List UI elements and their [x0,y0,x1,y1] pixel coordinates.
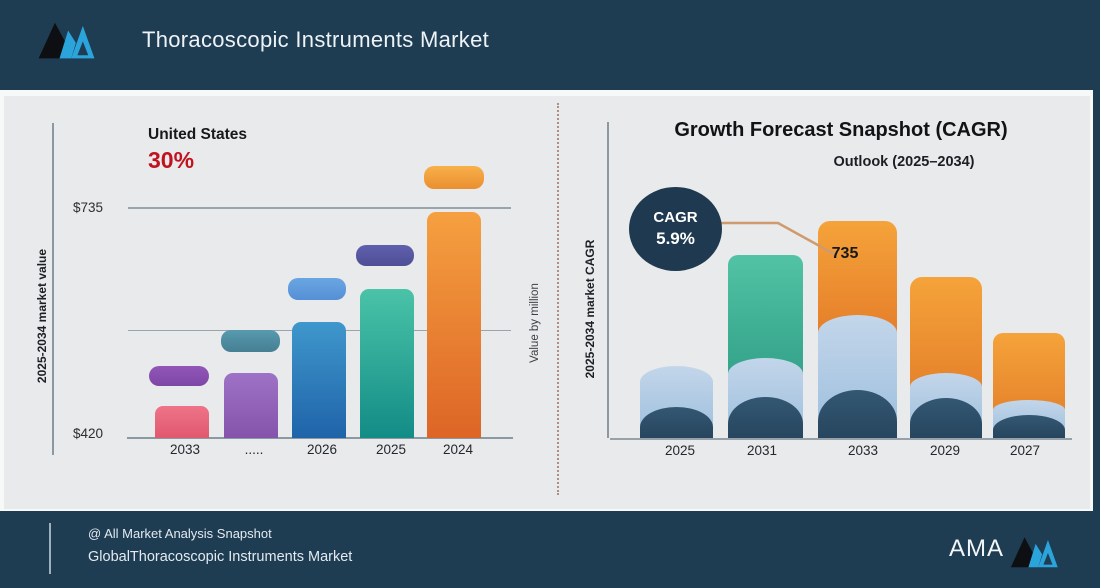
footer-line2: GlobalThoracoscopic Instruments Market [88,549,353,565]
left-bar-2033-cap [149,366,209,386]
header: Thoracoscopic Instruments Market [0,0,1100,90]
chart-panel-background [4,96,1090,509]
left-y-axis-label: 2025-2034 market value [35,248,49,384]
right-x-label-2031: 2031 [746,443,778,458]
right-x-axis-line [610,438,1072,440]
footer-ama-logo-icon [1010,537,1058,568]
left-bar-2025 [360,289,414,438]
right-edge-strip [1093,90,1100,511]
left-bar-dots [224,373,278,438]
cagr-badge-value: 5.9% [656,228,695,248]
footer-brand-text: AMA [949,535,1005,562]
right-x-label-2027: 2027 [1009,443,1041,458]
right-bar-2029-base-segment [910,398,982,438]
right-bar-2027-base-segment [993,415,1065,438]
right-bar-2031-top-segment [728,255,803,378]
right-y-axis-label: 2025-2034 market CAGR [583,239,597,379]
right-bar-2033-base-segment [818,390,897,438]
right-chart-subtitle: Outlook (2025–2034) [833,154,975,170]
left-y-axis-line [52,123,54,455]
left-x-label-2025: 2025 [375,442,407,457]
footer-divider [49,523,51,574]
cagr-connector-line [720,221,835,256]
footer-line1: @ All Market Analysis Snapshot [88,526,272,541]
left-bar-2026-cap [288,278,346,300]
peak-value-label: 735 [831,245,859,262]
region-label: United States [148,126,248,143]
right-y-axis-line [607,122,609,438]
right-chart-title: Growth Forecast Snapshot (CAGR) [674,119,1008,141]
left-bar-2033 [155,406,209,438]
page-title: Thoracoscopic Instruments Market [142,27,490,52]
ama-logo-icon [38,22,95,59]
left-secondary-axis-label: Value by million [529,283,541,363]
panel-divider [557,103,559,495]
left-x-label-2033: 2033 [169,442,201,457]
left-x-label-2026: 2026 [306,442,338,457]
left-bar-2024 [427,212,481,438]
right-x-label-2033: 2033 [847,443,879,458]
left-bar-2025-cap [356,245,414,266]
region-growth-value: 30% [148,147,195,173]
left-bar-dots-cap [221,330,280,352]
right-bar-2031-base-segment [728,397,803,438]
left-x-label-2024: 2024 [442,442,474,457]
left-x-label-dots: ..... [244,442,264,457]
right-bar-2025-base-segment [640,407,713,438]
left-bar-2024-cap [424,166,484,189]
left-tick-420: $420 [73,426,104,441]
footer [0,511,1100,588]
left-x-axis-line [127,437,513,439]
left-bar-2026 [292,322,346,438]
left-tick-735: $735 [73,200,104,215]
right-x-label-2029: 2029 [929,443,961,458]
cagr-badge: CAGR 5.9% [629,187,722,271]
cagr-badge-label: CAGR [653,209,698,226]
gridline-735 [128,207,511,209]
right-x-label-2025: 2025 [664,443,696,458]
